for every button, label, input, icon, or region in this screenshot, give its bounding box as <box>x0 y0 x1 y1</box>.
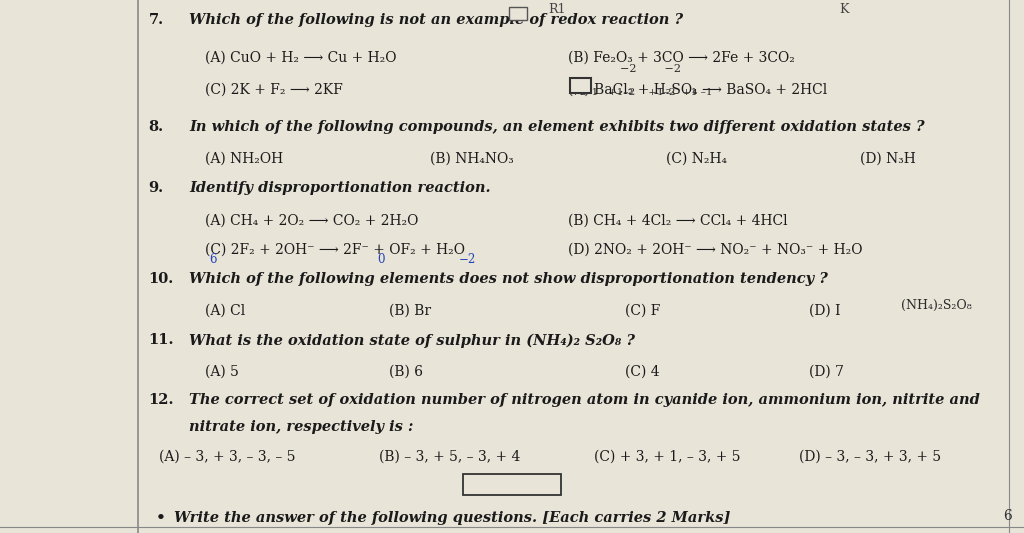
Text: (D) BaCl₂ + H₂SO₄ ⟶ BaSO₄ + 2HCl: (D) BaCl₂ + H₂SO₄ ⟶ BaSO₄ + 2HCl <box>568 83 827 96</box>
Text: (A) CH₄ + 2O₂ ⟶ CO₂ + 2H₂O: (A) CH₄ + 2O₂ ⟶ CO₂ + 2H₂O <box>205 213 418 227</box>
Text: 7.: 7. <box>148 13 164 27</box>
Text: −2        −2: −2 −2 <box>620 64 681 74</box>
Text: (D) 7: (D) 7 <box>809 365 844 379</box>
Text: (A) 5: (A) 5 <box>205 365 239 379</box>
Text: (NH₄)₂S₂O₈: (NH₄)₂S₂O₈ <box>901 298 972 311</box>
Text: R1: R1 <box>548 3 565 15</box>
Text: 8.: 8. <box>148 120 164 134</box>
Text: 9.: 9. <box>148 181 164 195</box>
Text: 6: 6 <box>1002 510 1012 523</box>
Bar <box>509 7 527 20</box>
Text: (B) NH₄NO₃: (B) NH₄NO₃ <box>430 152 514 166</box>
Text: (B) 6: (B) 6 <box>389 365 423 379</box>
Text: (B) – 3, + 5, – 3, + 4: (B) – 3, + 5, – 3, + 4 <box>379 449 520 463</box>
Text: (C) F: (C) F <box>625 304 660 318</box>
Text: What is the oxidation state of sulphur in (NH₄)₂ S₂O₈ ?: What is the oxidation state of sulphur i… <box>189 333 636 348</box>
Text: •: • <box>156 511 166 524</box>
Text: Write the answer of the following questions. [Each carries 2 Marks]: Write the answer of the following questi… <box>174 511 730 524</box>
Text: (D) 2NO₂ + 2OH⁻ ⟶ NO₂⁻ + NO₃⁻ + H₂O: (D) 2NO₂ + 2OH⁻ ⟶ NO₂⁻ + NO₃⁻ + H₂O <box>568 243 863 256</box>
Text: (C) + 3, + 1, – 3, + 5: (C) + 3, + 1, – 3, + 5 <box>594 449 740 463</box>
Text: (A) – 3, + 3, – 3, – 5: (A) – 3, + 3, – 3, – 5 <box>159 449 295 463</box>
Bar <box>463 474 561 495</box>
Text: 6: 6 <box>209 253 216 265</box>
Text: (D) N₃H: (D) N₃H <box>860 152 915 166</box>
Text: K: K <box>840 3 849 15</box>
Text: (D) I: (D) I <box>809 304 841 318</box>
Text: Identify disproportionation reaction.: Identify disproportionation reaction. <box>189 181 492 195</box>
Text: (C) 4: (C) 4 <box>625 365 659 379</box>
Text: In which of the following compounds, an element exhibits two different oxidation: In which of the following compounds, an … <box>189 120 925 134</box>
Text: nitrate ion, respectively is :: nitrate ion, respectively is : <box>189 420 414 434</box>
Text: 0: 0 <box>377 253 384 265</box>
Bar <box>570 78 591 93</box>
Text: −2: −2 <box>459 253 476 265</box>
Text: Which of the following is not an example of redox reaction ?: Which of the following is not an example… <box>189 13 684 27</box>
Text: The correct set of oxidation number of nitrogen atom in cyanide ion, ammonium io: The correct set of oxidation number of n… <box>189 393 980 407</box>
Text: Which of the following elements does not show disproportionation tendency ?: Which of the following elements does not… <box>189 272 828 286</box>
Text: (B) CH₄ + 4Cl₂ ⟶ CCl₄ + 4HCl: (B) CH₄ + 4Cl₂ ⟶ CCl₄ + 4HCl <box>568 213 787 227</box>
Text: (A) CuO + H₂ ⟶ Cu + H₂O: (A) CuO + H₂ ⟶ Cu + H₂O <box>205 51 396 64</box>
Text: 11.: 11. <box>148 333 174 347</box>
Text: (A) NH₂OH: (A) NH₂OH <box>205 152 283 166</box>
Text: (C) N₂H₄: (C) N₂H₄ <box>666 152 727 166</box>
Text: (D) – 3, – 3, + 3, + 5: (D) – 3, – 3, + 3, + 5 <box>799 449 941 463</box>
Text: 10.: 10. <box>148 272 174 286</box>
Text: (B) Fe₂O₃ + 3CO ⟶ 2Fe + 3CO₂: (B) Fe₂O₃ + 3CO ⟶ 2Fe + 3CO₂ <box>568 51 796 64</box>
Text: (A) Cl: (A) Cl <box>205 304 245 318</box>
Text: Section B: Section B <box>472 482 552 496</box>
Text: (C) 2F₂ + 2OH⁻ ⟶ 2F⁻ + OF₂ + H₂O: (C) 2F₂ + 2OH⁻ ⟶ 2F⁻ + OF₂ + H₂O <box>205 243 465 256</box>
Text: (C) 2K + F₂ ⟶ 2KF: (C) 2K + F₂ ⟶ 2KF <box>205 83 343 96</box>
Text: 12.: 12. <box>148 393 174 407</box>
Text: (B) Br: (B) Br <box>389 304 431 318</box>
Text: +2–1   +1–2    +1–2  +1 –1: +2–1 +1–2 +1–2 +1 –1 <box>571 88 713 97</box>
